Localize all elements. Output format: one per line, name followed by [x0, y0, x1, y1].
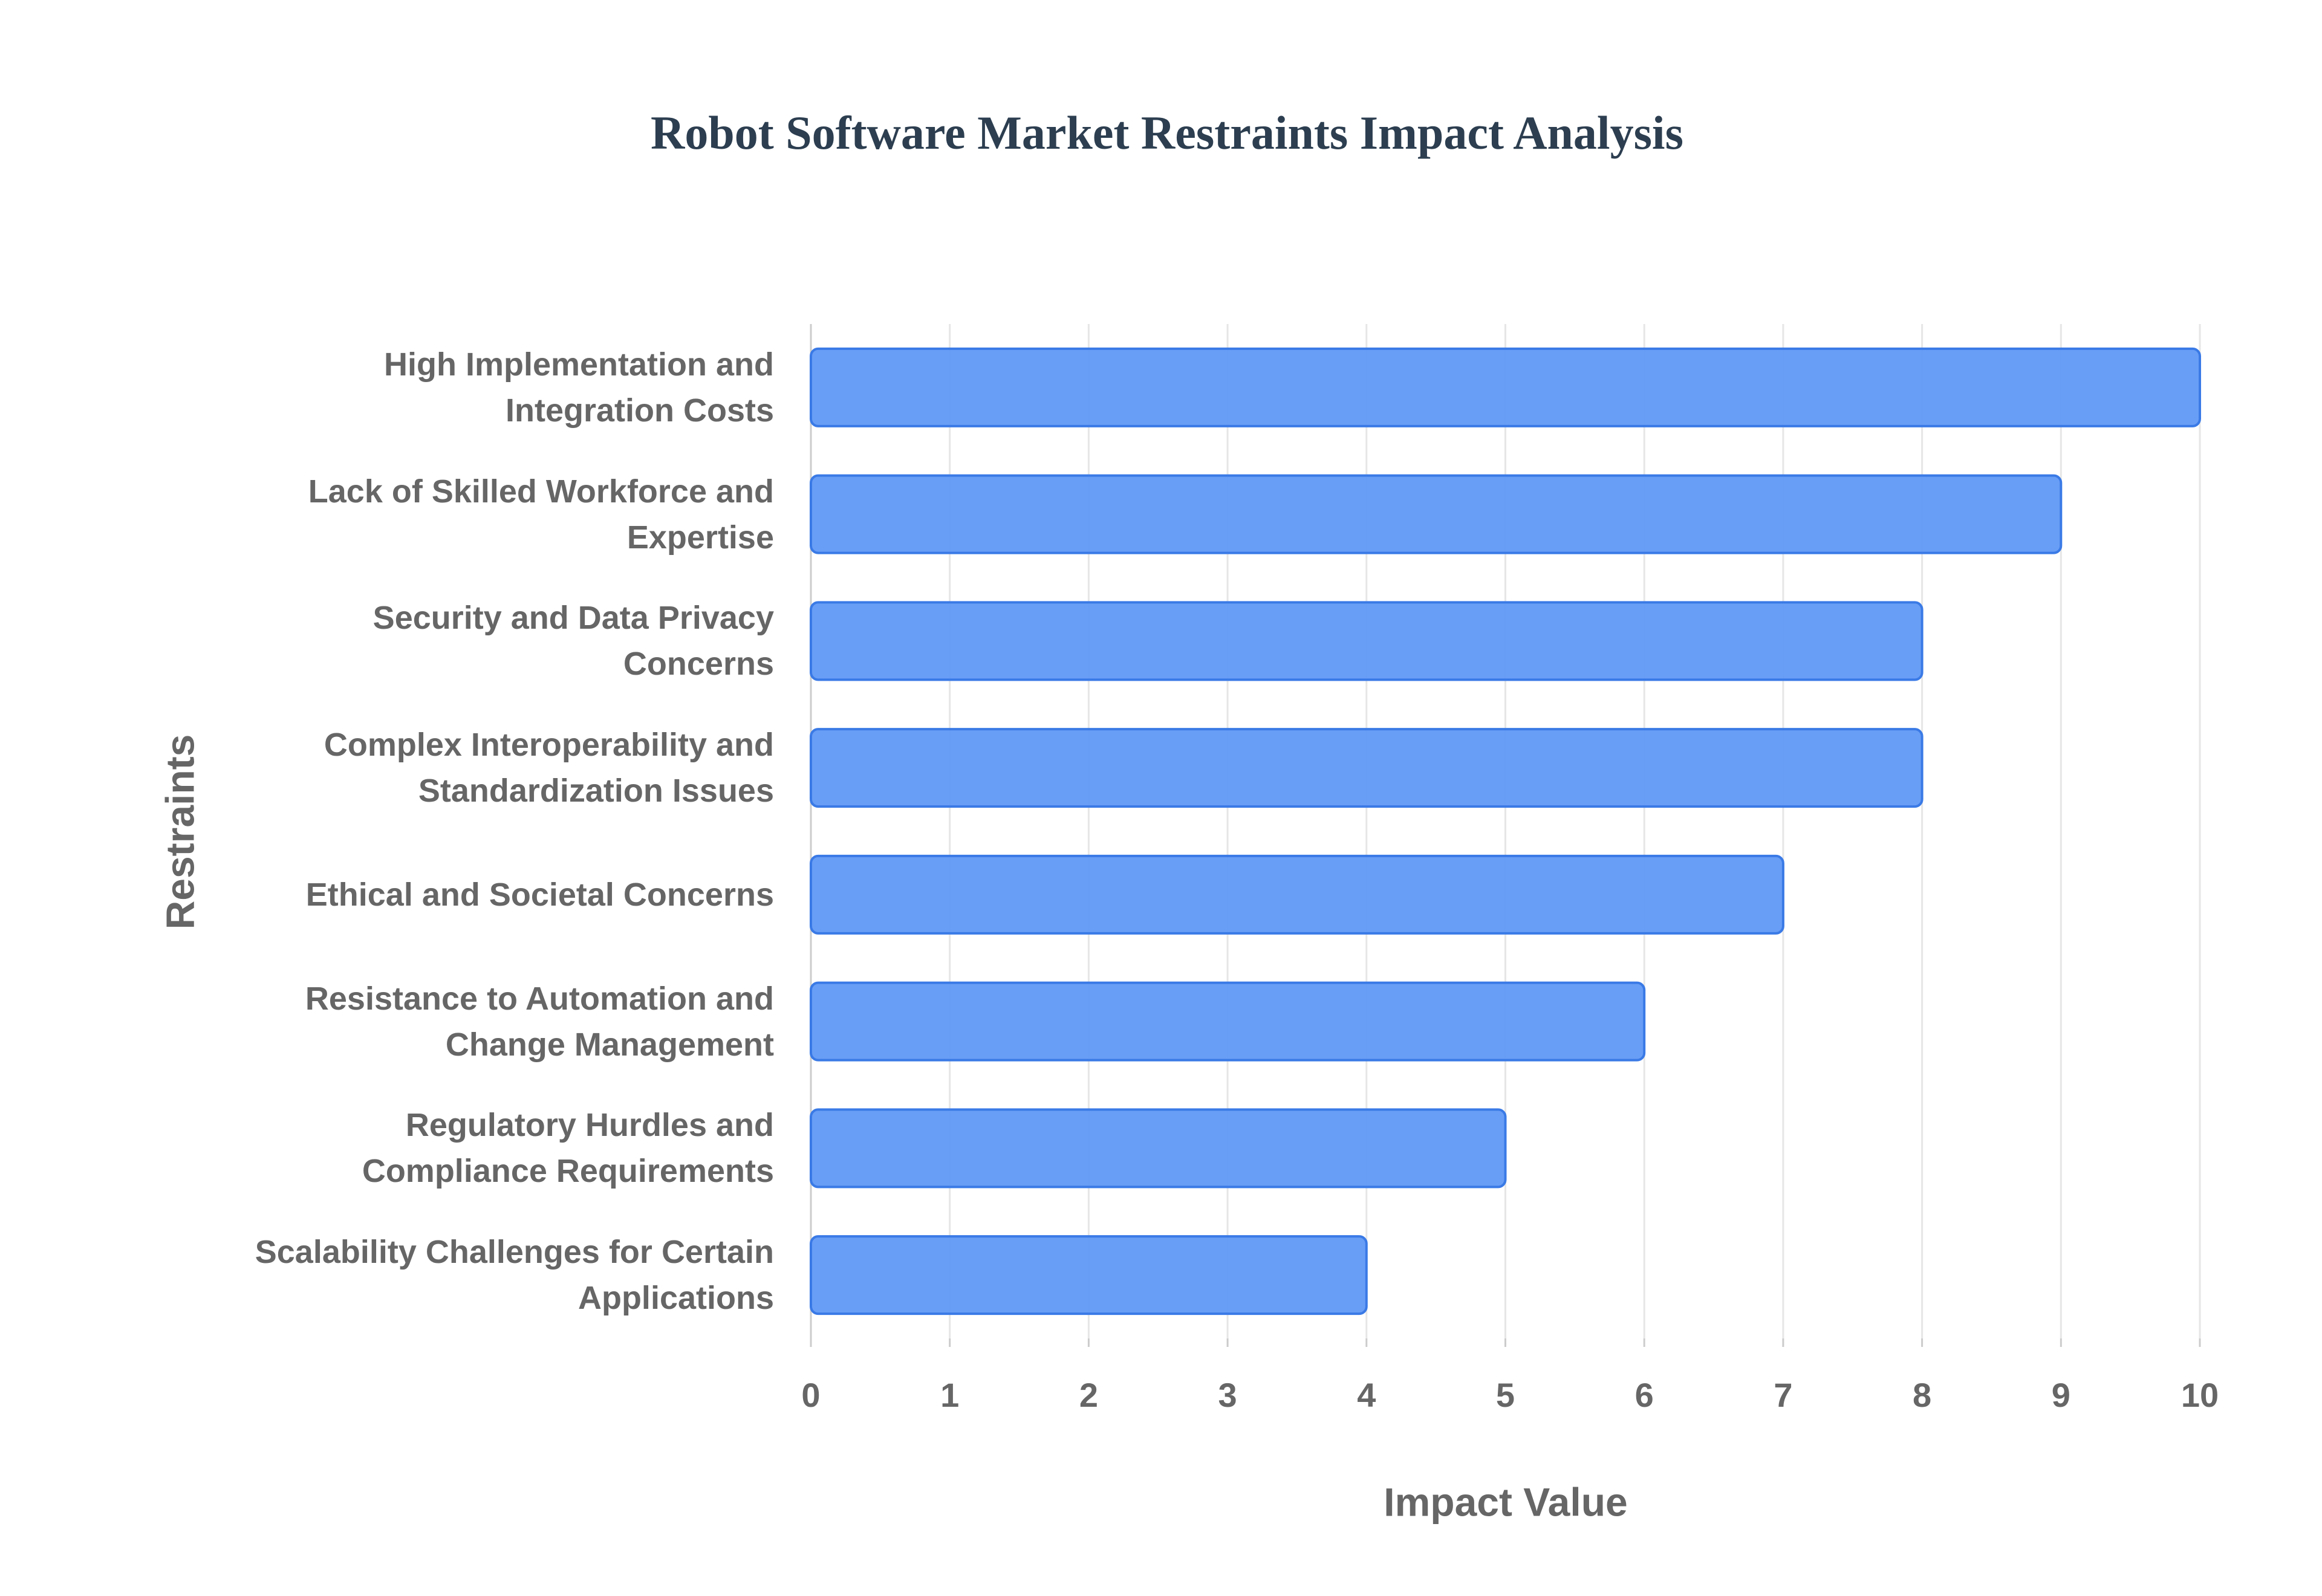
x-tick-label: 3	[1218, 1376, 1237, 1414]
bar	[810, 1235, 1368, 1315]
y-tick-label: Resistance to Automation and Change Mana…	[305, 980, 774, 1063]
y-tick-label: Regulatory Hurdles and Compliance Requir…	[362, 1107, 774, 1190]
x-tick-label: 6	[1635, 1376, 1654, 1414]
x-tick-label: 7	[1774, 1376, 1792, 1414]
x-tick-label: 2	[1079, 1376, 1098, 1414]
y-tick-label: Ethical and Societal Concerns	[305, 876, 774, 913]
bar	[810, 1108, 1507, 1189]
bar	[810, 347, 2201, 427]
y-tick-label: Lack of Skilled Workforce and Expertise	[308, 473, 774, 556]
y-tick-label: Scalability Challenges for Certain Appli…	[255, 1234, 774, 1317]
x-tick-label: 8	[1913, 1376, 1931, 1414]
y-axis-title: Restraints	[157, 735, 202, 930]
x-tick-label: 9	[2052, 1376, 2070, 1414]
y-tick-label: Security and Data Privacy Concerns	[372, 600, 774, 683]
x-tick-label: 4	[1357, 1376, 1376, 1414]
x-tick-label: 5	[1496, 1376, 1515, 1414]
bar	[810, 854, 1784, 935]
x-axis-title: Impact Value	[1384, 1479, 1628, 1524]
x-tick-label: 0	[801, 1376, 820, 1414]
bar	[810, 981, 1646, 1062]
y-tick-label: Complex Interoperability and Standardiza…	[324, 727, 774, 809]
chart-title: Robot Software Market Restraints Impact …	[651, 106, 1683, 159]
y-tick-label: High Implementation and Integration Cost…	[383, 346, 774, 429]
x-tick-label: 1	[940, 1376, 959, 1414]
bar	[810, 474, 2063, 554]
bar	[810, 601, 1924, 681]
bar	[810, 728, 1924, 808]
x-tick-label: 10	[2181, 1376, 2219, 1414]
